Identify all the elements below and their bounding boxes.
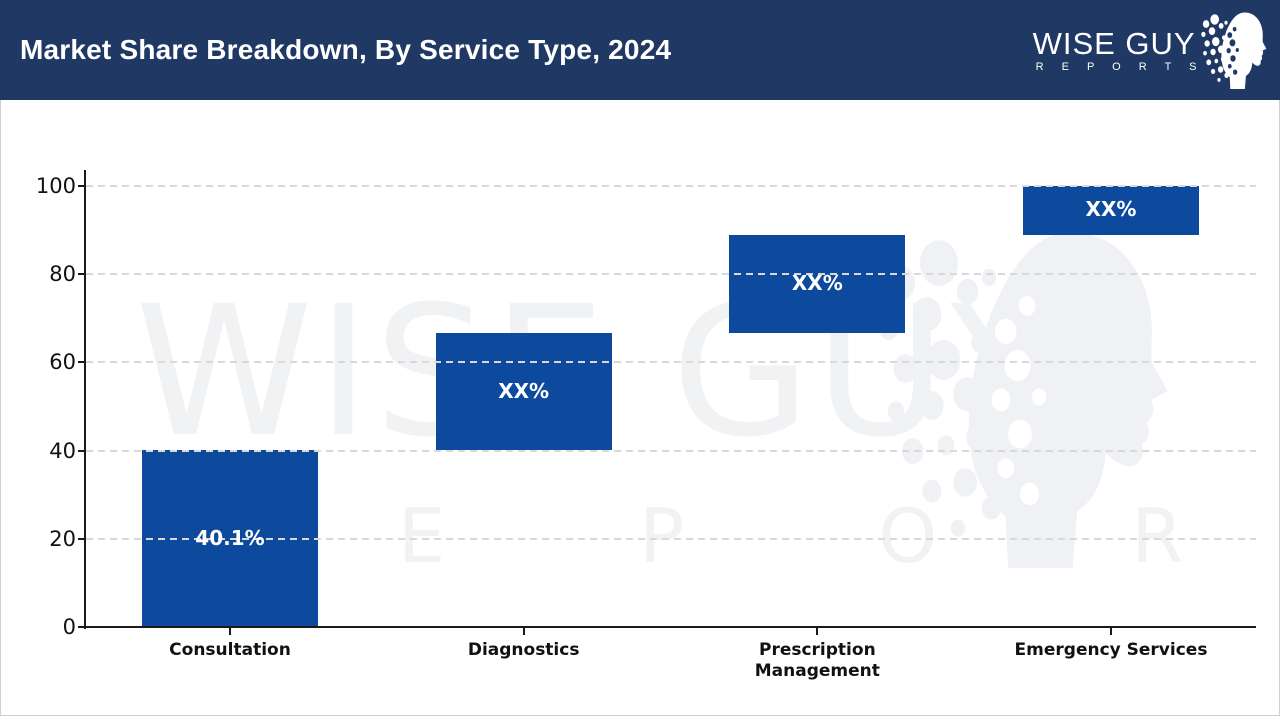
y-gridline [86, 537, 1256, 540]
y-gridline [86, 361, 1256, 364]
y-gridline [86, 273, 1256, 276]
y-tick-label: 40 [49, 438, 76, 463]
logo-tagline: R E P O R T S [1035, 60, 1204, 73]
y-gridline [86, 449, 1256, 452]
y-tick-label: 80 [49, 262, 76, 287]
y-tick-mark [78, 626, 86, 628]
x-tick-mark [522, 627, 525, 635]
y-tick-label: 20 [49, 526, 76, 551]
logo-name: WISE GUY [1032, 25, 1196, 61]
y-tick-mark [78, 273, 86, 276]
y-tick-label: 60 [49, 350, 76, 375]
x-category-label: Diagnostics [467, 640, 580, 660]
watermark-text-reports: R E P O R T S [152, 492, 1280, 580]
x-tick-mark [1110, 627, 1112, 635]
logo-head-icon [1201, 12, 1267, 89]
logo-text: WISE GUY R E P O R T S [1033, 28, 1204, 73]
wise-guy-logo: WISE GUY R E P O R T S [1033, 8, 1268, 92]
x-tick-mark [816, 627, 819, 635]
waterfall-bar-2 [435, 332, 612, 451]
waterfall-bar-3 [729, 234, 906, 333]
y-gridline [86, 185, 1256, 187]
x-category-label: Prescription Management [754, 640, 880, 682]
y-tick-mark [78, 537, 86, 540]
x-category-label: Emergency Services [1014, 640, 1208, 660]
x-axis-line [84, 626, 1256, 628]
watermark-head-icon [879, 232, 1168, 568]
y-tick-mark [78, 185, 86, 187]
bar-value-label: XX% [1085, 197, 1137, 222]
y-axis-line [84, 170, 86, 629]
x-category-label: Consultation [169, 640, 291, 660]
y-tick-mark [78, 449, 86, 452]
y-tick-label: 100 [35, 174, 76, 198]
header-bar: Market Share Breakdown, By Service Type,… [0, 0, 1280, 100]
waterfall-bar-4 [1023, 186, 1199, 235]
bar-value-label: XX% [791, 270, 843, 295]
page-title: Market Share Breakdown, By Service Type,… [20, 34, 672, 65]
bar-value-label: 40.1% [195, 525, 265, 550]
y-tick-label: 0 [62, 615, 76, 639]
y-tick-mark [78, 361, 86, 364]
x-tick-mark [229, 627, 231, 635]
bar-value-label: XX% [498, 378, 550, 403]
